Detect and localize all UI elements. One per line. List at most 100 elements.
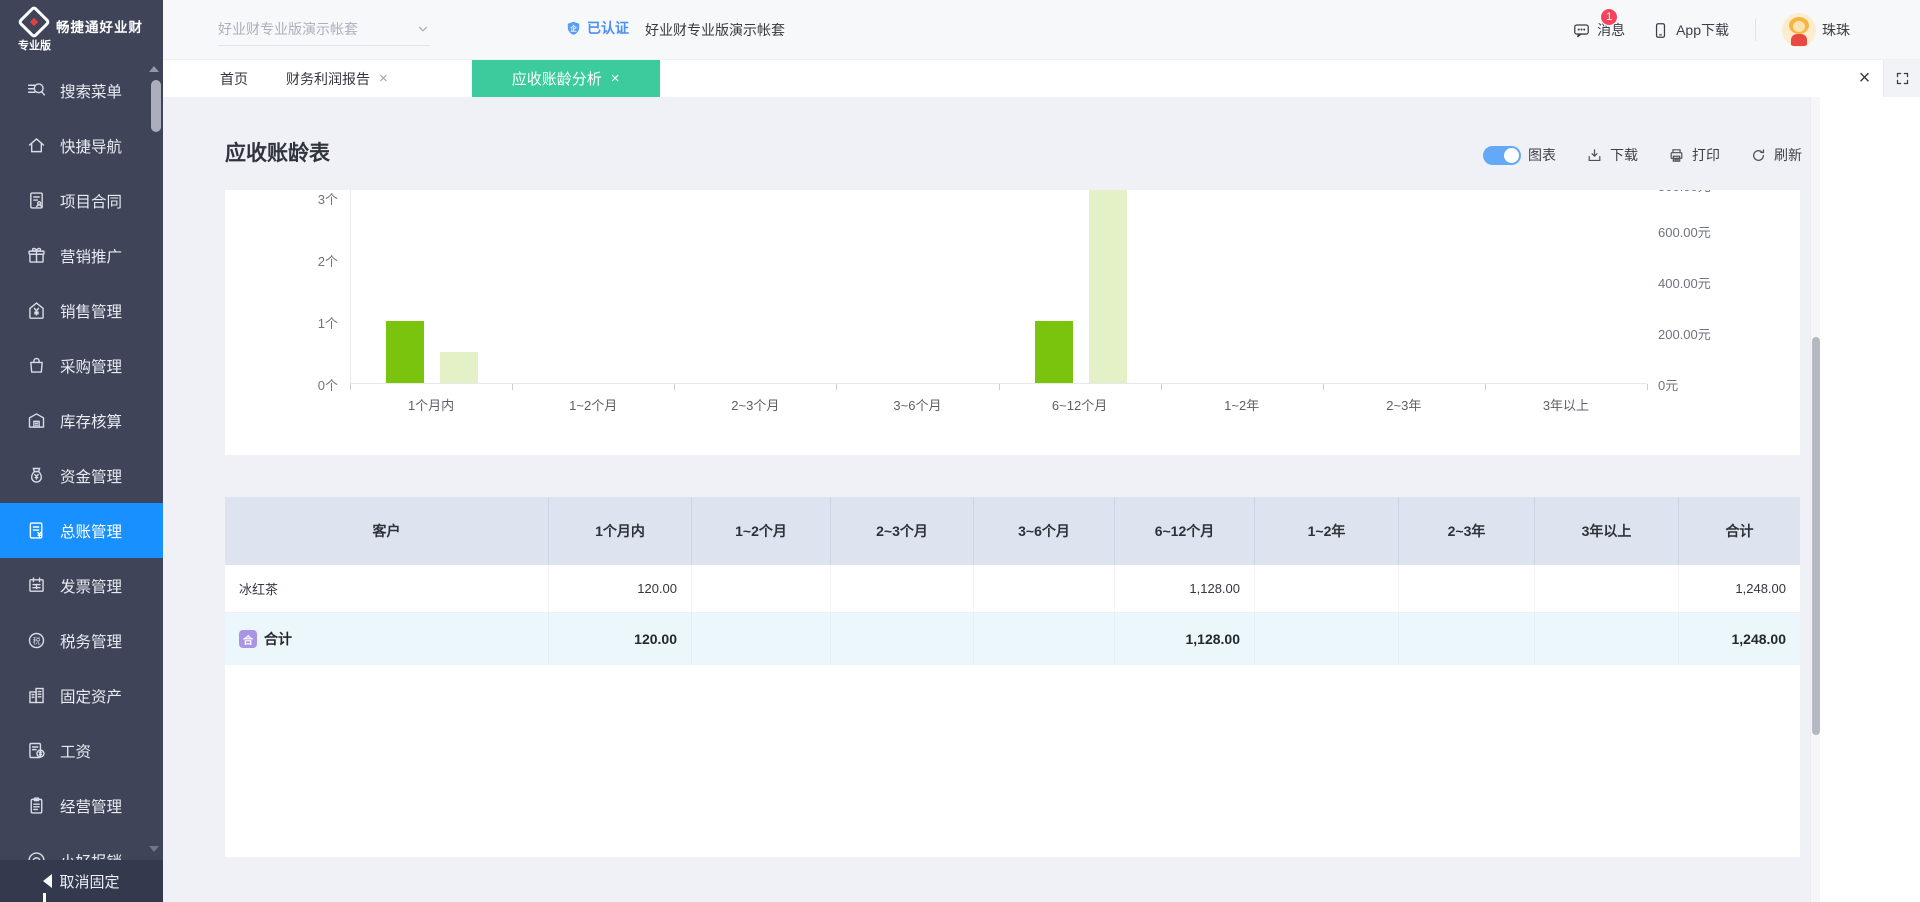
amount-cell: 1,128.00: [1115, 565, 1255, 612]
circle-icon: [28, 852, 45, 860]
message-icon: [1574, 23, 1589, 37]
sidebar-item-sales[interactable]: 销售管理: [0, 283, 163, 338]
y-axis-right-label: 600.00元: [1658, 225, 1711, 240]
buildings-icon: [29, 687, 44, 704]
sidebar-item-search-menu[interactable]: 搜索菜单: [0, 63, 163, 118]
table-row[interactable]: 冰红茶 120.00 1,128.00 1,248.00: [225, 565, 1800, 613]
sidebar-item-funds[interactable]: 资金管理: [0, 448, 163, 503]
sidebar: 畅捷通好业财 专业版 搜索菜单 快捷导航 项目合同 营销推广 销售管理: [0, 0, 163, 902]
column-header[interactable]: 客户: [225, 497, 549, 565]
x-axis-tick: [512, 384, 514, 390]
tab-profit-report[interactable]: 财务利润报告 ×: [286, 70, 388, 87]
sidebar-item-inventory[interactable]: 库存核算: [0, 393, 163, 448]
page-title: 应收账龄表: [225, 142, 330, 165]
column-header[interactable]: 2~3个月: [831, 497, 974, 565]
x-axis-label: 6~12个月: [1051, 398, 1108, 413]
refresh-icon: [1753, 148, 1765, 161]
chart-toggle[interactable]: 图表: [1483, 145, 1556, 165]
column-header[interactable]: 2~3年: [1399, 497, 1535, 565]
sidebar-scroll-down-arrow[interactable]: [149, 846, 159, 852]
sidebar-item-general-ledger[interactable]: 总账管理: [0, 503, 163, 558]
toggle-switch-on[interactable]: [1483, 145, 1521, 165]
x-axis-label: 3~6个月: [893, 398, 942, 413]
x-axis-label: 2~3个月: [731, 398, 780, 413]
account-switcher-dropdown[interactable]: 好业财专业版演示帐套: [218, 13, 430, 46]
sidebar-item-marketing[interactable]: 营销推广: [0, 228, 163, 283]
total-amount-cell: 1,128.00: [1115, 613, 1255, 665]
messages-button[interactable]: 消息 1: [1572, 8, 1625, 40]
sidebar-scrollbar-thumb[interactable]: [151, 80, 161, 132]
sidebar-item-operations[interactable]: 经营管理: [0, 778, 163, 833]
close-all-tabs-button[interactable]: ×: [1846, 60, 1883, 97]
refresh-button[interactable]: 刷新: [1750, 145, 1802, 165]
x-axis-label: 2~3年: [1386, 398, 1422, 413]
brand-logo: 畅捷通好业财 专业版: [0, 0, 163, 56]
topbar-divider: [1755, 19, 1756, 41]
amount-cell: [831, 565, 974, 612]
tab-home[interactable]: 首页: [220, 70, 248, 87]
column-header[interactable]: 1~2年: [1255, 497, 1399, 565]
unpin-sidebar-button[interactable]: 取消固定: [0, 860, 163, 902]
salary-icon: [29, 742, 45, 759]
total-amount-cell: [692, 613, 831, 665]
sidebar-scroll-up-arrow[interactable]: [149, 66, 159, 72]
close-tab-icon[interactable]: ×: [610, 70, 620, 87]
amount-cell: 1,248.00: [1735, 581, 1786, 596]
sidebar-item-quick-nav[interactable]: 快捷导航: [0, 118, 163, 173]
amount-cell: [692, 565, 831, 612]
download-button[interactable]: 下载: [1586, 145, 1638, 165]
fullscreen-button[interactable]: [1883, 60, 1920, 97]
printer-icon: [1670, 148, 1683, 162]
app-download-button[interactable]: App下载: [1651, 20, 1729, 40]
y-axis-right-label: 200.00元: [1658, 327, 1711, 342]
table-header-row: 客户 1个月内 1~2个月 2~3个月 3~6个月 6~12个月 1~2年 2~…: [225, 497, 1800, 565]
x-axis-label: 3年以上: [1542, 398, 1590, 413]
close-tab-icon[interactable]: ×: [379, 70, 388, 87]
column-header[interactable]: 合计: [1725, 523, 1754, 539]
total-label: 合计: [264, 631, 292, 647]
total-amount-cell: [831, 613, 974, 665]
gift-icon: [28, 247, 45, 263]
column-header[interactable]: 1个月内: [549, 497, 692, 565]
aging-table: 客户 1个月内 1~2个月 2~3个月 3~6个月 6~12个月 1~2年 2~…: [225, 497, 1800, 857]
sidebar-item-purchasing[interactable]: 采购管理: [0, 338, 163, 393]
sidebar-item-xiaohao-expense[interactable]: 小好报销: [0, 833, 163, 860]
column-header[interactable]: 3~6个月: [974, 497, 1115, 565]
report-scroll-region: 应收账龄表 图表 下载 打印: [163, 97, 1810, 902]
user-menu[interactable]: 珠珠: [1782, 13, 1850, 47]
messages-count-badge: 1: [1600, 8, 1619, 26]
aging-bar-chart: 0个 1个 2个 3个 0元 200.00元 400.00元 600.00元 800.00元 1个…: [225, 190, 1800, 455]
x-axis-tick: [836, 384, 838, 390]
warehouse-icon: [28, 413, 45, 428]
x-axis-label: 1~2个月: [569, 398, 618, 413]
fullscreen-icon: [1896, 72, 1908, 85]
total-amount-cell: [1399, 613, 1535, 665]
column-header[interactable]: 1~2个月: [692, 497, 831, 565]
print-button[interactable]: 打印: [1668, 145, 1720, 165]
collapse-icon: [43, 874, 53, 902]
y-axis-right-label: 400.00元: [1658, 276, 1711, 291]
user-avatar: [1782, 13, 1816, 47]
tab-receivable-aging[interactable]: 应收账龄分析 ×: [471, 60, 660, 97]
svg-text:税: 税: [33, 636, 41, 646]
y-axis-left-label: 1个: [317, 316, 338, 331]
sidebar-item-fixed-assets[interactable]: 固定资产: [0, 668, 163, 723]
page-scrollbar-thumb[interactable]: [1812, 337, 1820, 735]
chart-plot-area: [350, 190, 1647, 384]
column-header[interactable]: 3年以上: [1535, 497, 1679, 565]
chart-bar-count: [386, 321, 425, 383]
bag-icon: [30, 357, 43, 373]
column-header[interactable]: 6~12个月: [1115, 497, 1255, 565]
sidebar-item-invoices[interactable]: 发票管理: [0, 558, 163, 613]
page-scrollbar[interactable]: [1810, 97, 1820, 902]
sidebar-item-tax[interactable]: 税 税务管理: [0, 613, 163, 668]
brand-edition: 专业版: [18, 40, 51, 52]
sidebar-item-payroll[interactable]: 工资: [0, 723, 163, 778]
total-amount-cell: [974, 613, 1115, 665]
amount-cell: [1255, 565, 1399, 612]
y-axis-right-label: 0元: [1658, 378, 1679, 393]
y-axis-left-label: 2个: [317, 254, 338, 269]
company-name: 好业财专业版演示帐套: [645, 22, 785, 38]
sidebar-item-project-contract[interactable]: 项目合同: [0, 173, 163, 228]
svg-text:企: 企: [569, 23, 577, 32]
